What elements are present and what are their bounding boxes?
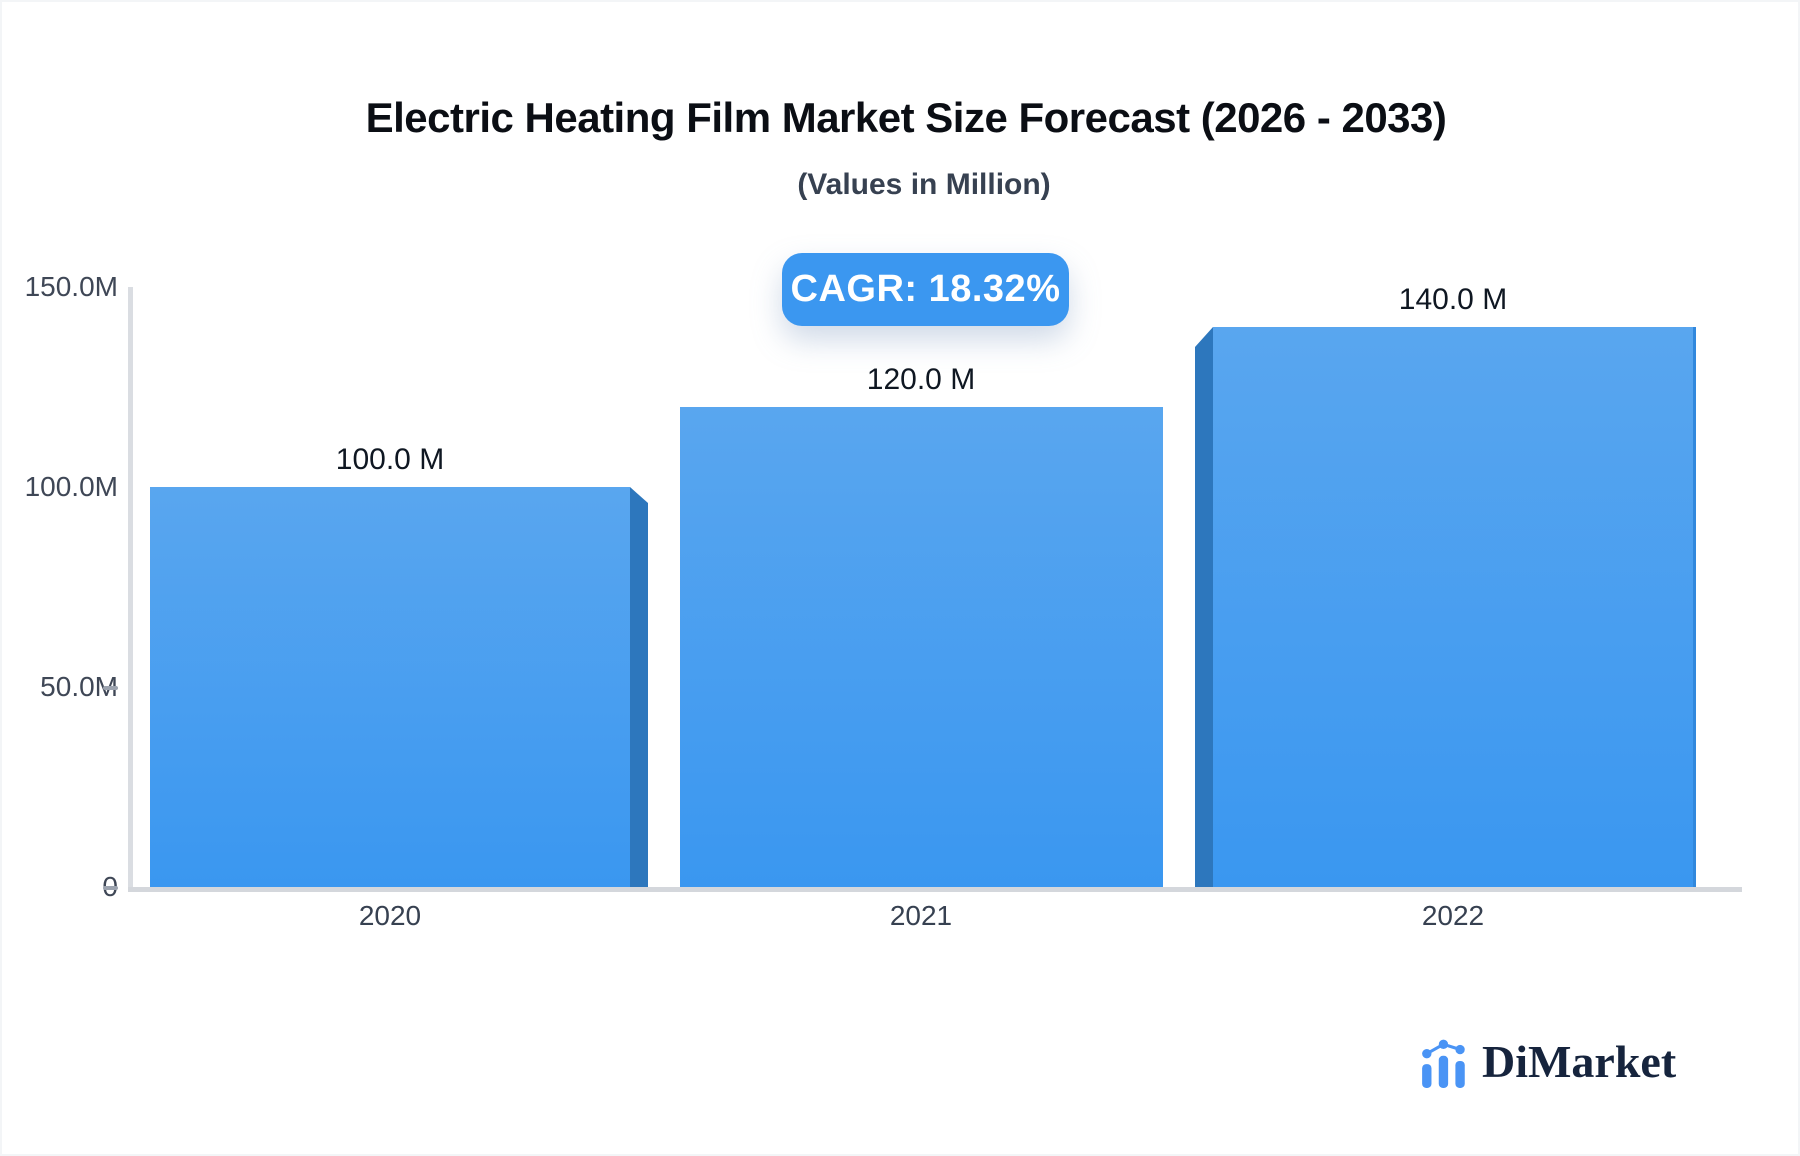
bar-2022-value-label: 140.0 M [1398,283,1508,316]
brand-logo-text: DiMarket [1482,1036,1677,1087]
bar-2021 [680,407,1163,887]
bar-2020-value-label: 100.0 M [335,443,445,476]
bar-2022 [1213,327,1696,887]
bar-2020-side-face [630,487,648,887]
x-tick-2022: 2022 [1421,900,1485,931]
y-tick-mark-0 [103,886,118,890]
x-axis-line [128,887,1742,892]
mini-bar-chart-trend-icon [1422,1039,1465,1088]
bar-2020 [150,487,630,887]
y-tick-150: 150.0M [24,271,118,302]
chart-title: Electric Heating Film Market Size Foreca… [365,94,1447,141]
cagr-badge: CAGR: 18.32% [782,253,1069,326]
chart-subtitle: (Values in Million) [797,168,1051,201]
y-tick-100: 100.0M [24,471,118,502]
y-tick-50: 50.0M [40,671,118,702]
bar-2021-value-label: 120.0 M [866,363,976,396]
y-tick-mark-50 [103,686,118,690]
x-tick-2020: 2020 [358,900,422,931]
bar-2022-side-face [1195,327,1213,887]
y-axis-line [128,287,133,892]
x-tick-2021: 2021 [889,900,953,931]
y-tick-0: 0 [0,870,118,904]
brand-logo: DiMarket [1420,1036,1676,1088]
